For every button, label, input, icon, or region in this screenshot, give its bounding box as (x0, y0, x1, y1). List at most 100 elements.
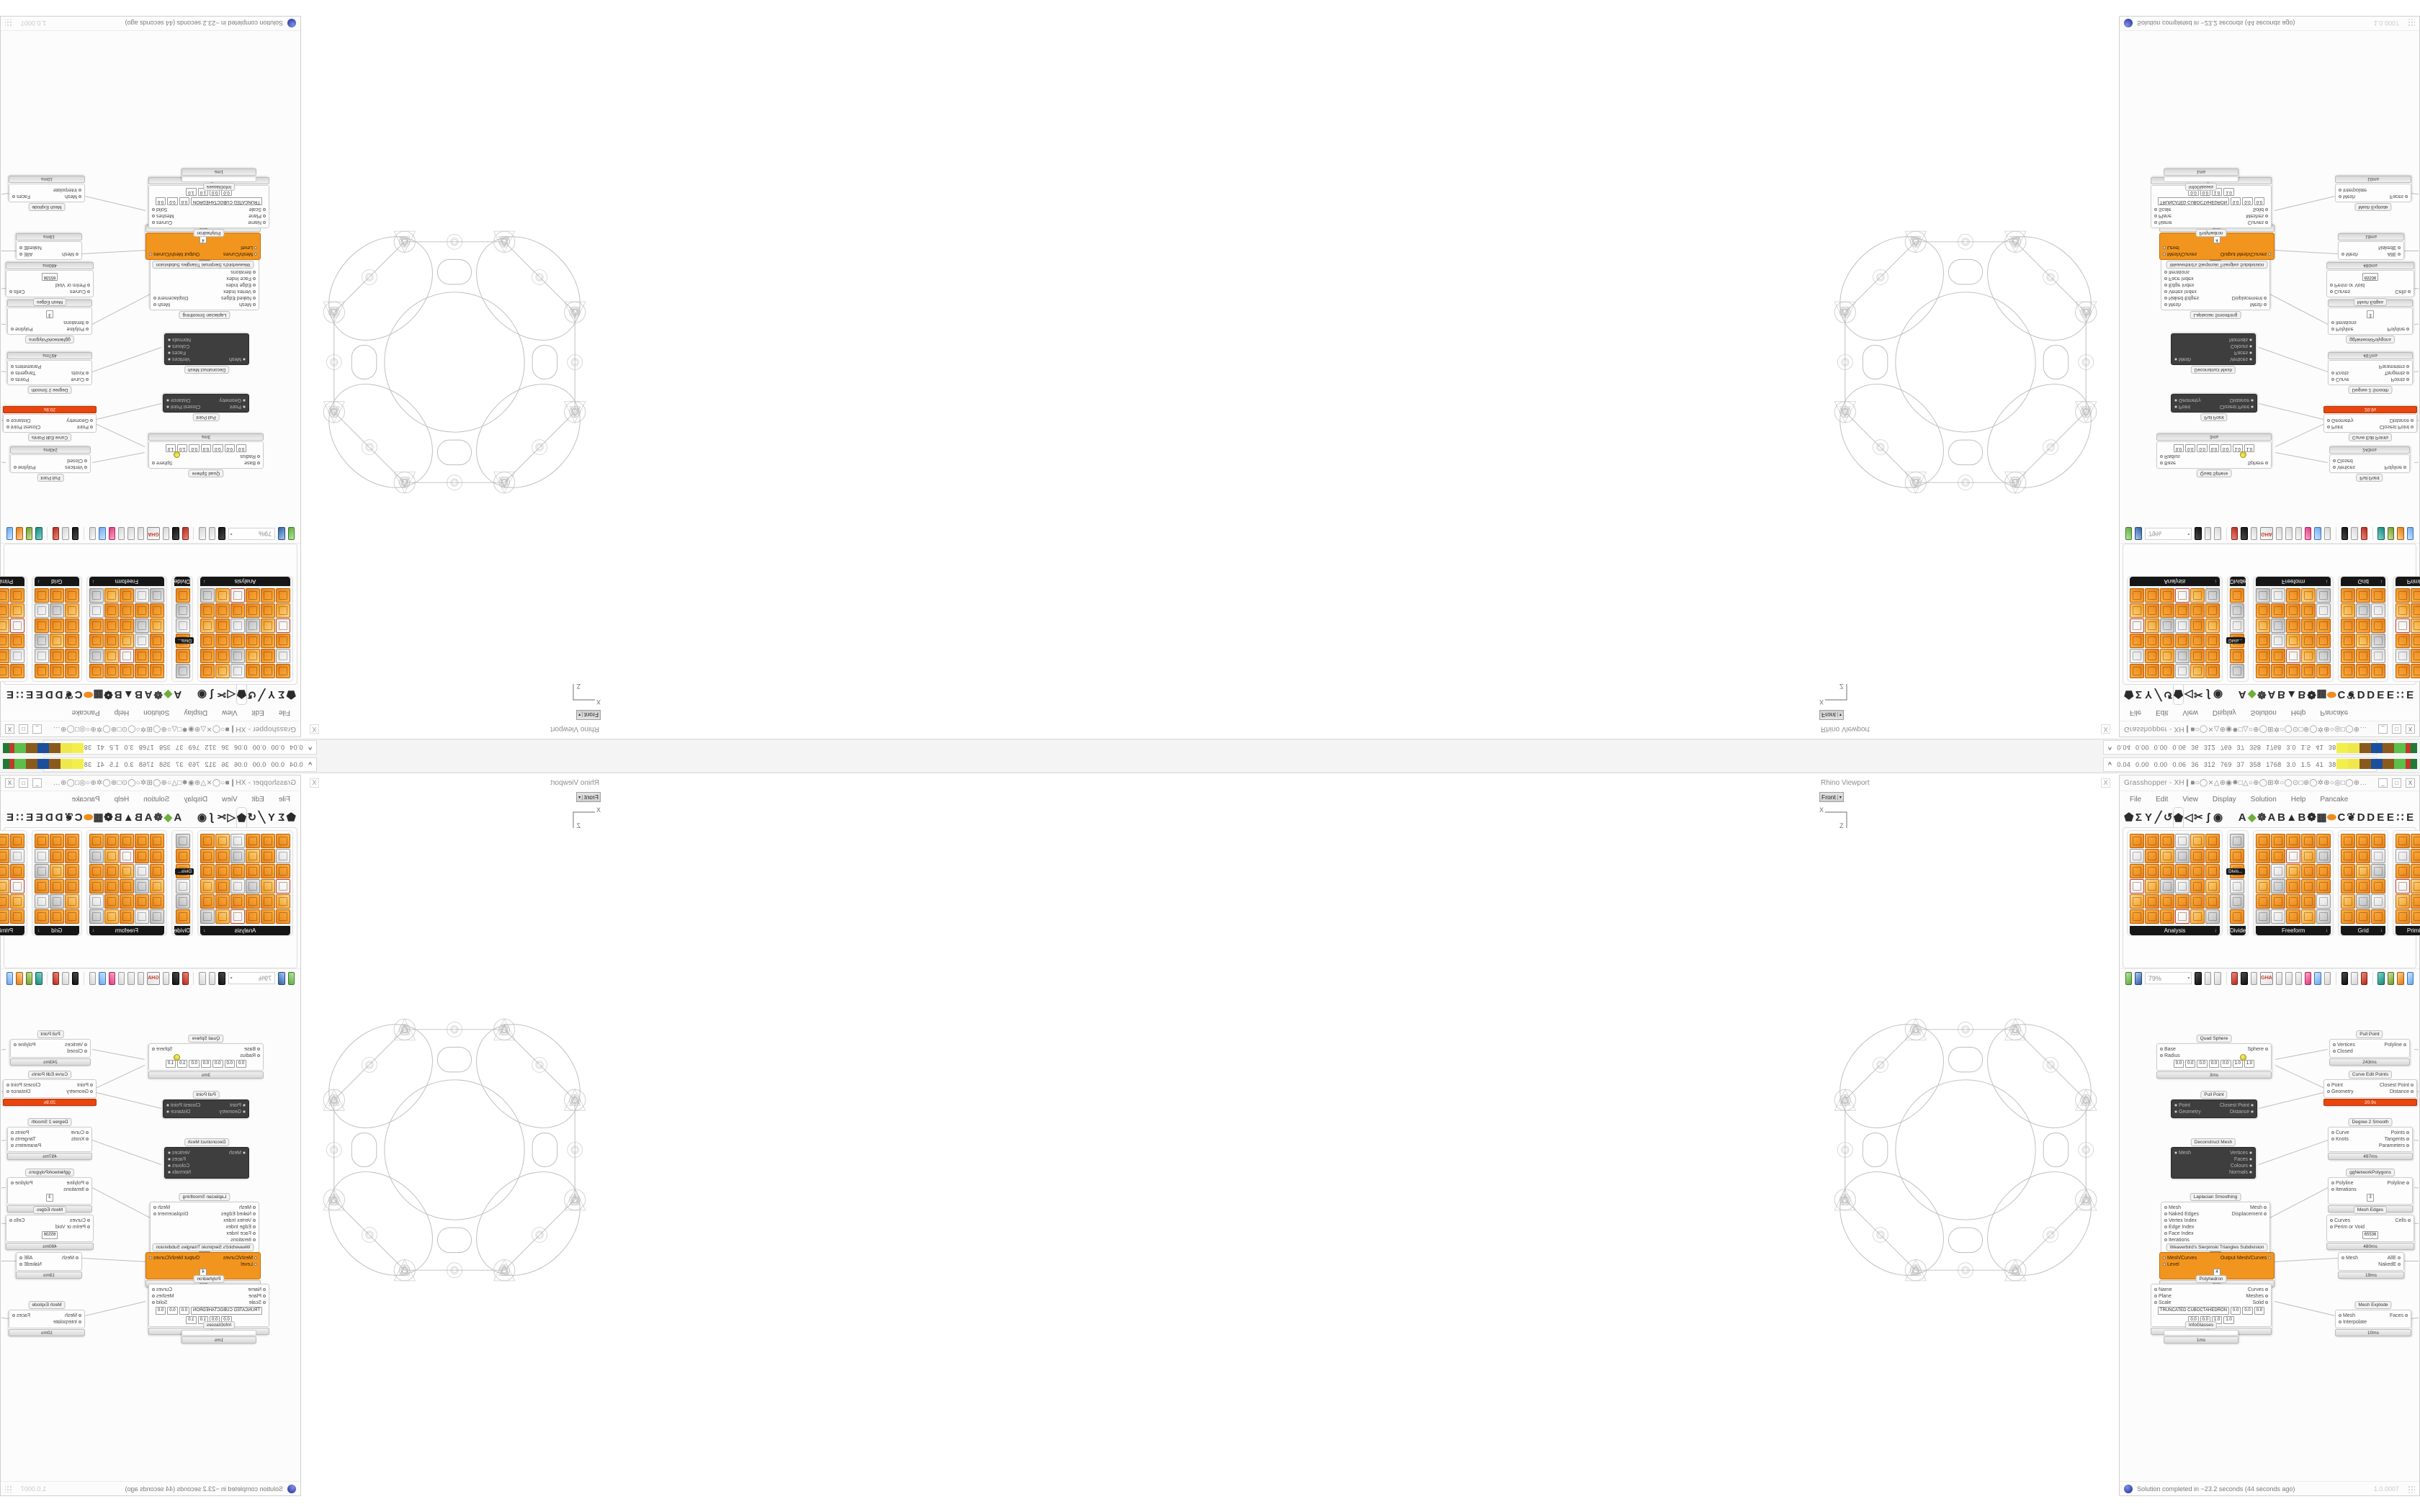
component-icon[interactable] (2145, 909, 2159, 924)
output-param[interactable]: Displacement (153, 294, 188, 301)
value-field[interactable]: 65536 (41, 1231, 58, 1239)
E3-icon[interactable]: E (6, 688, 14, 701)
output-param[interactable]: Points (11, 376, 29, 382)
sphere-white-icon[interactable] (2351, 527, 2358, 541)
input-param[interactable]: Geometry (219, 1109, 246, 1115)
component-icon[interactable] (2286, 894, 2301, 909)
component-icon[interactable] (49, 664, 64, 678)
dots-icon[interactable]: ∷ (2396, 811, 2404, 824)
menu-solution[interactable]: Solution (143, 708, 170, 717)
component-icon[interactable] (64, 649, 79, 663)
component-icon[interactable] (2256, 909, 2271, 924)
component-icon[interactable] (2341, 603, 2356, 618)
input-param[interactable]: Vertices (2333, 1042, 2355, 1048)
component-icon[interactable] (2396, 634, 2411, 648)
component-icon[interactable] (2356, 634, 2371, 648)
value-field[interactable]: 0.0 (2185, 444, 2196, 452)
gh-component-infoglasses[interactable]: 1ms InfoGlasses (2164, 1321, 2238, 1344)
curve-icon[interactable]: ↺ (247, 688, 257, 701)
output-param[interactable]: Vertices (2230, 356, 2252, 362)
component-icon[interactable] (2175, 849, 2190, 863)
component-icon[interactable] (2316, 603, 2331, 618)
component-icon[interactable] (119, 834, 134, 848)
input-pin[interactable] (243, 1151, 246, 1154)
output-param[interactable]: Polyline (11, 1180, 32, 1187)
display-icon[interactable]: ◉ (197, 811, 207, 824)
input-pin[interactable] (79, 1314, 81, 1317)
sphere-teal-icon[interactable] (35, 971, 42, 985)
component-icon[interactable] (2356, 849, 2371, 863)
input-pin[interactable] (253, 1232, 256, 1235)
component-icon[interactable] (2175, 649, 2190, 663)
gh-component-mesh-edges[interactable]: Curves Cells Perim or Void 65536 480ms Mesh … (6, 262, 94, 306)
input-param[interactable]: Edge Index (2164, 1224, 2194, 1230)
component-icon[interactable] (2190, 834, 2205, 848)
input-param[interactable]: Knots (71, 369, 89, 376)
component-icon[interactable] (2301, 649, 2316, 663)
swatch-brown-1[interactable] (49, 743, 60, 753)
value-field[interactable]: 0.0 (2254, 1307, 2265, 1315)
gh-component-curve-edit-points[interactable]: Point Closest Point Geometry Distance 20.9… (2323, 406, 2417, 441)
chicken-icon[interactable]: ❦ (64, 811, 73, 824)
value-field[interactable]: 3 (46, 310, 53, 318)
value-field[interactable]: 65536 (2362, 1231, 2379, 1239)
output-pin[interactable] (2403, 466, 2406, 469)
component-icon[interactable] (215, 909, 230, 924)
output-param[interactable]: Tangents (11, 1136, 35, 1143)
gha-assemblies-icon[interactable]: GHA (2260, 971, 2273, 985)
value-field[interactable]: 0.0 (212, 1060, 223, 1068)
input-pin[interactable] (86, 1182, 89, 1184)
input-pin[interactable] (84, 459, 87, 462)
component-icon[interactable] (2256, 864, 2271, 878)
input-param[interactable]: Scale (249, 206, 266, 212)
preview-icon[interactable] (2204, 971, 2212, 985)
output-pin[interactable] (2265, 1295, 2268, 1297)
component-icon[interactable] (246, 879, 260, 894)
component-icon[interactable] (2341, 894, 2356, 909)
input-pin[interactable] (2154, 1301, 2157, 1304)
swatch-flag[interactable] (2406, 743, 2417, 753)
input-param[interactable]: Geometry (66, 417, 93, 423)
input-param[interactable]: Base (2160, 1046, 2176, 1053)
output-param[interactable]: Closest Point (166, 1102, 200, 1109)
chevron-down-icon[interactable]: ↓ (2380, 579, 2383, 584)
minimize-button[interactable]: _ (2378, 724, 2388, 734)
menu-view[interactable]: View (2182, 795, 2198, 804)
input-param[interactable]: Vertex Index (223, 288, 256, 294)
close-button[interactable]: X (5, 778, 14, 788)
output-param[interactable]: Parameters (11, 1143, 41, 1149)
input-pin[interactable] (2174, 1110, 2177, 1113)
value-field[interactable]: 1.0 (2244, 1060, 2255, 1068)
E3-icon[interactable]: E (2406, 688, 2414, 701)
output-pin[interactable] (11, 372, 14, 374)
component-icon[interactable] (104, 864, 119, 878)
component-icon[interactable] (2256, 649, 2271, 663)
input-pin[interactable] (263, 1301, 266, 1304)
component-icon[interactable] (89, 834, 104, 848)
sets-icon[interactable]: Υ (268, 688, 276, 701)
component-icon[interactable] (2301, 879, 2316, 894)
output-pin[interactable] (11, 1138, 14, 1140)
input-pin[interactable] (90, 419, 93, 422)
transform-icon[interactable]: ʃ (210, 811, 214, 824)
input-pin[interactable] (2333, 1043, 2336, 1046)
component-icon[interactable] (2256, 834, 2271, 848)
component-icon[interactable] (2175, 603, 2190, 618)
A-icon[interactable]: A (2238, 688, 2246, 701)
menu-help[interactable]: Help (114, 708, 130, 717)
input-pin[interactable] (86, 372, 89, 374)
component-icon[interactable] (2230, 603, 2244, 618)
output-param[interactable]: Solid (152, 1300, 168, 1306)
component-icon[interactable] (0, 909, 9, 924)
component-icon[interactable] (149, 649, 164, 663)
gha-assemblies-icon[interactable]: GHA (147, 527, 160, 541)
input-param[interactable]: Plane (248, 212, 266, 219)
component-icon[interactable] (104, 879, 119, 894)
component-icon[interactable] (2411, 634, 2420, 648)
component-icon[interactable] (49, 834, 64, 848)
document-icon[interactable] (137, 971, 145, 985)
component-icon[interactable] (2356, 864, 2371, 878)
component-icon[interactable] (176, 603, 190, 618)
component-icon[interactable] (2316, 879, 2331, 894)
